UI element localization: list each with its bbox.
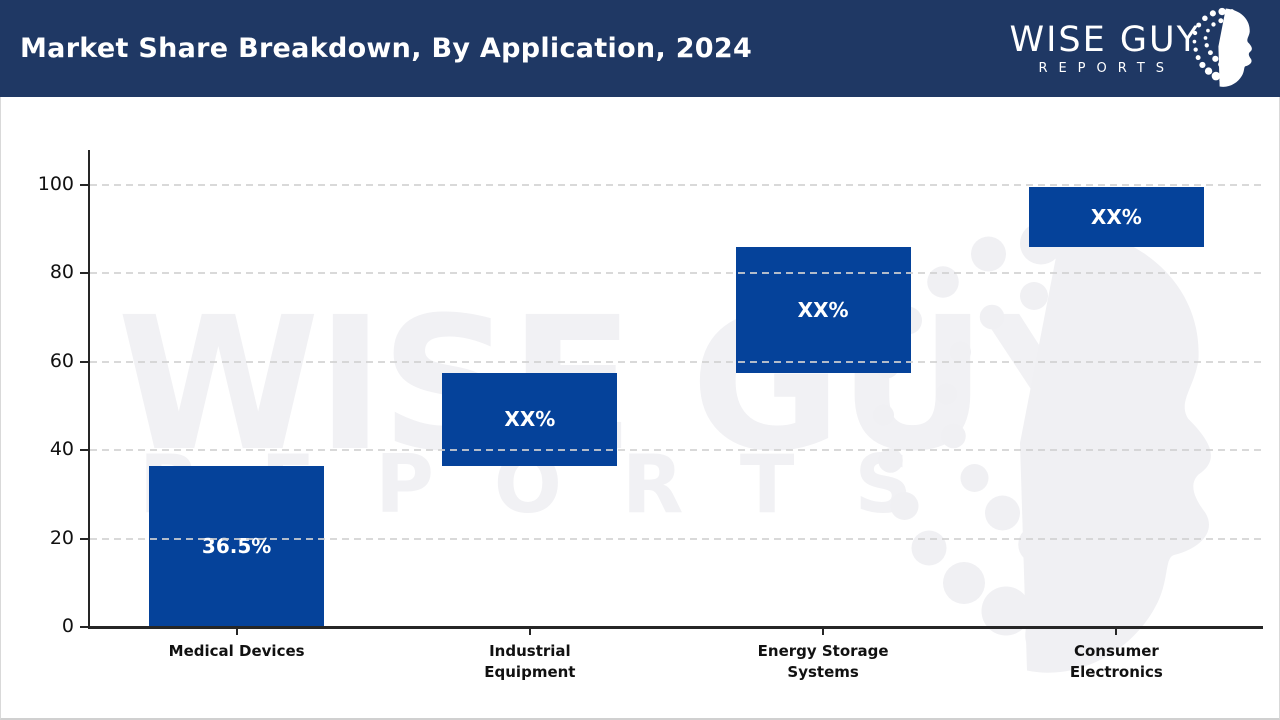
gridline-y-20	[90, 537, 1263, 540]
y-tick-40	[80, 449, 88, 452]
logo-wordmark: WISE GUY	[1009, 19, 1200, 60]
y-tick-100	[80, 184, 88, 186]
x-category-label: Medical Devices	[168, 642, 305, 660]
y-tick-20	[80, 537, 88, 540]
x-tick-0	[235, 627, 238, 635]
x-category-label: Energy Storage Systems	[757, 642, 889, 681]
bar-value-label: XX%	[1090, 205, 1142, 230]
y-axis-line	[88, 150, 90, 627]
y-tick-0	[80, 626, 88, 628]
brand-logo: WISE GUY REPORTS	[1009, 6, 1264, 92]
x-tick-3	[1115, 627, 1118, 635]
bar-medical-devices: 36.5%	[149, 465, 325, 627]
logo-subtext: REPORTS	[1038, 60, 1176, 76]
gridline-y-60	[90, 360, 1263, 363]
x-axis-line	[88, 626, 1263, 629]
logo-head-icon	[1190, 6, 1264, 92]
y-tick-label-100: 100	[37, 173, 74, 195]
x-tick-1	[528, 627, 531, 635]
y-tick-label-80: 80	[49, 261, 74, 284]
y-tick-label-20: 20	[49, 526, 74, 549]
gridline-y-100	[90, 184, 1263, 186]
bar-industrial-equipment: XX%	[442, 372, 618, 466]
brand-logo-text: WISE GUY REPORTS	[1009, 19, 1200, 76]
x-category-label: Industrial Equipment	[484, 642, 576, 681]
bar-consumer-electronics: XX%	[1028, 187, 1204, 247]
x-category-label: Consumer Electronics	[1069, 642, 1163, 681]
bar-value-label: XX%	[797, 297, 849, 322]
x-tick-2	[822, 627, 825, 635]
gridline-y-80	[90, 272, 1263, 275]
plot-area: 0 20 40 60 80 100 36.5% Medical Devices XX% Indus…	[38, 150, 1263, 681]
header: Market Share Breakdown, By Application, …	[0, 0, 1280, 97]
bar-value-label: XX%	[504, 407, 556, 432]
chart-title: Market Share Breakdown, By Application, …	[20, 33, 753, 64]
y-tick-label-0: 0	[61, 615, 74, 637]
y-tick-label-60: 60	[49, 349, 74, 372]
chart-canvas: WISE GUY REPORTS 0 20 40 60 80 100 36.5% Medica…	[0, 97, 1280, 720]
y-tick-60	[80, 360, 88, 363]
y-tick-80	[80, 272, 88, 275]
gridline-y-40	[90, 449, 1263, 452]
y-tick-label-40: 40	[49, 438, 74, 461]
bar-energy-storage-systems: XX%	[735, 246, 911, 373]
